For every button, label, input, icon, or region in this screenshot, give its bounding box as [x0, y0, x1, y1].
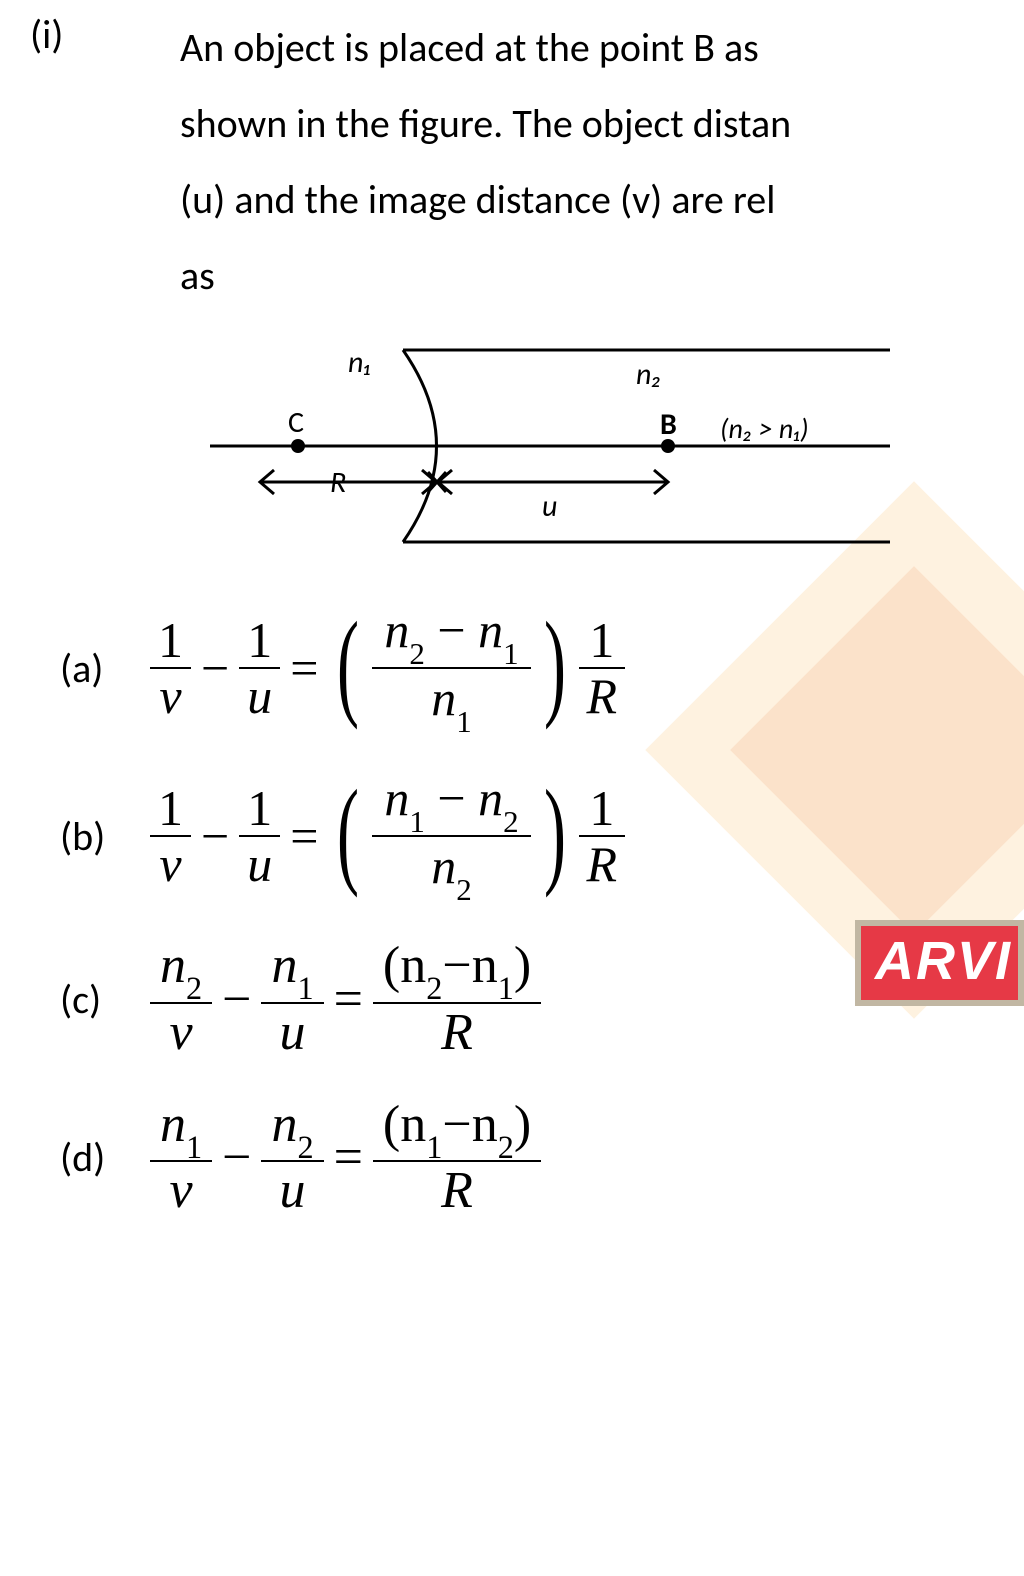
- option-b: (b) 1v − 1u = ( n1 − n2 n2 ) 1R: [60, 769, 1024, 903]
- question-line-2: shown in the figure. The object distan: [180, 99, 791, 148]
- question-line-4: as: [180, 251, 215, 300]
- option-b-label: (b): [60, 812, 150, 861]
- label-b: B: [660, 406, 677, 443]
- option-d-formula: n1 v − n2 u = (n1−n2) R: [150, 1096, 541, 1221]
- label-u: u: [542, 488, 557, 525]
- option-c-formula: n2 v − n1 u = (n2−n1) R: [150, 937, 541, 1062]
- option-a-formula: 1v − 1u = ( n2 − n1 n1 ) 1R: [150, 601, 625, 735]
- label-condition: (n₂ > n₁): [720, 411, 809, 446]
- question-line-1: An object is placed at the point B as: [180, 23, 759, 72]
- option-d: (d) n1 v − n2 u = (n1−n2) R: [60, 1096, 1024, 1221]
- option-c-label: (c): [60, 975, 150, 1024]
- question-text: An object is placed at the point B as sh…: [180, 10, 1024, 314]
- question-line-3: (u) and the image distance (v) are rel: [180, 175, 775, 224]
- option-a-label: (a): [60, 644, 150, 693]
- answer-options: (a) 1v − 1u = ( n2 − n1 n1 ) 1R (b) 1v: [60, 601, 1024, 1220]
- question-content: (i) An object is placed at the point B a…: [0, 10, 1024, 1220]
- label-n2: n₂: [636, 356, 662, 393]
- option-b-formula: 1v − 1u = ( n1 − n2 n2 ) 1R: [150, 769, 625, 903]
- option-c: (c) n2 v − n1 u = (n2−n1) R: [60, 937, 1024, 1062]
- option-d-label: (d): [60, 1133, 150, 1182]
- option-a: (a) 1v − 1u = ( n2 − n1 n1 ) 1R: [60, 601, 1024, 735]
- label-n1: n₁: [348, 344, 371, 381]
- label-c: C: [288, 404, 304, 441]
- refraction-diagram: C B n₁ n₂ (n₂ > n₁) R u: [190, 332, 890, 567]
- label-r: R: [330, 464, 346, 501]
- question-number: (i): [0, 10, 180, 59]
